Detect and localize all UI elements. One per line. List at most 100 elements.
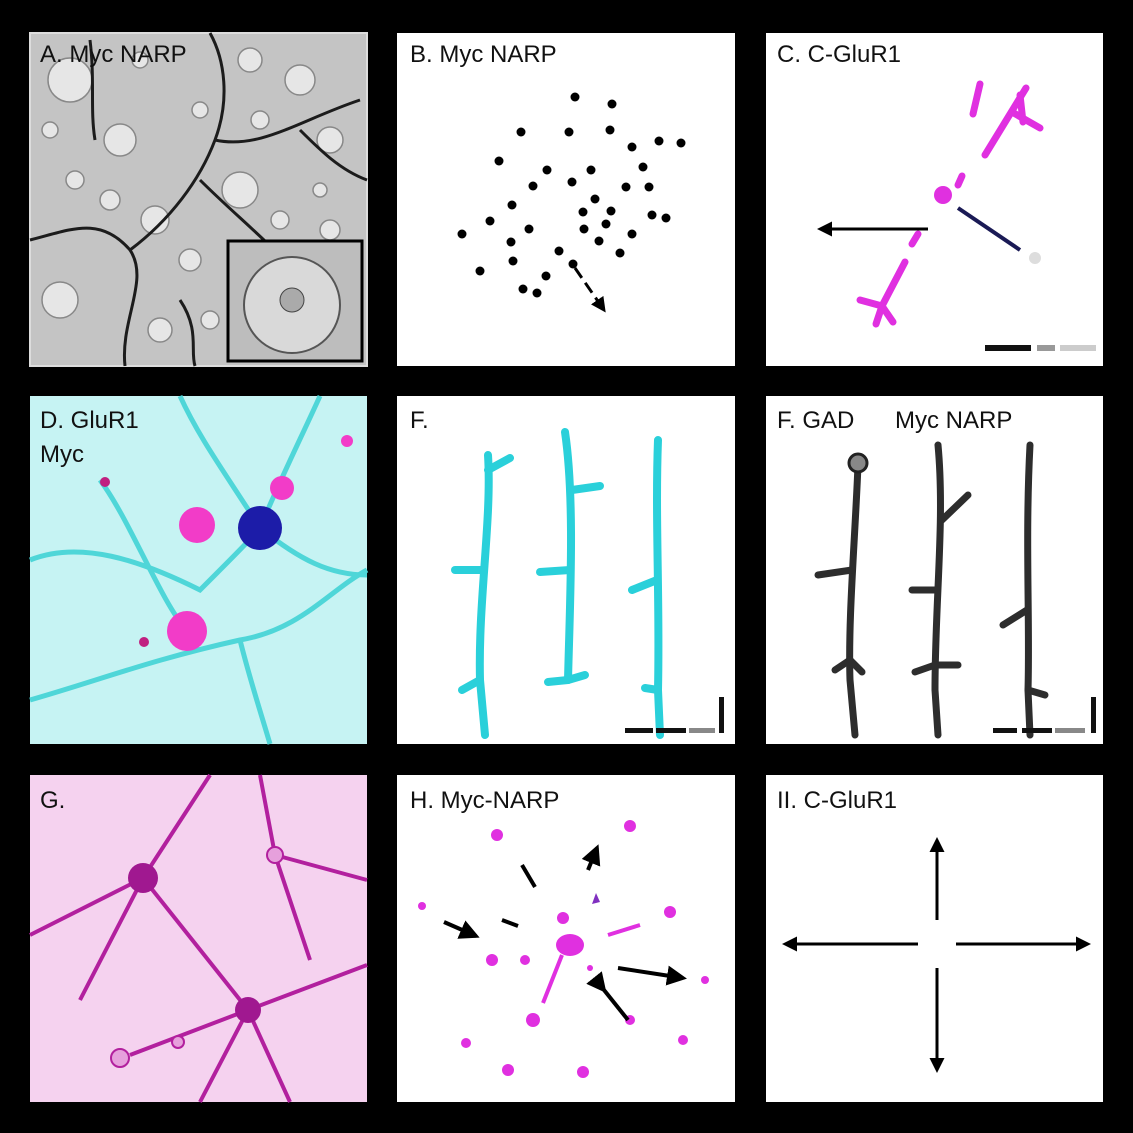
shape <box>564 127 574 137</box>
shape <box>41 281 79 319</box>
panel-a: A. Myc NARP <box>29 32 368 367</box>
shape <box>518 284 528 294</box>
shape <box>999 606 1031 629</box>
shape <box>341 435 353 447</box>
group <box>29 773 368 1103</box>
shape <box>556 934 584 956</box>
shape <box>141 876 250 1012</box>
shape <box>541 954 564 1004</box>
shape <box>273 854 312 961</box>
shape <box>661 213 671 223</box>
shape <box>557 912 569 924</box>
shape <box>567 177 577 187</box>
shape <box>1016 91 1027 126</box>
shape <box>131 51 149 69</box>
shape <box>171 1035 185 1049</box>
group <box>41 47 344 343</box>
shape <box>1024 441 1034 739</box>
shape <box>856 296 886 310</box>
shape <box>178 299 197 367</box>
shape <box>221 171 259 209</box>
group <box>443 844 687 1022</box>
shape <box>41 121 59 139</box>
shape <box>270 476 294 500</box>
shape <box>578 207 588 217</box>
shape <box>719 697 724 733</box>
shape <box>579 224 589 234</box>
shape <box>520 863 537 889</box>
panel-label: G. <box>40 787 65 814</box>
panel-label: B. Myc NARP <box>410 41 557 68</box>
shape <box>506 237 516 247</box>
shape <box>507 200 517 210</box>
shape <box>577 1066 589 1078</box>
shape <box>678 1035 688 1045</box>
shape <box>621 182 631 192</box>
shape <box>141 773 212 880</box>
shape <box>1091 697 1096 733</box>
shape <box>247 963 368 1012</box>
shape <box>29 526 262 594</box>
shape <box>638 162 648 172</box>
shape <box>397 33 735 366</box>
shape <box>911 661 939 676</box>
shape <box>647 210 657 220</box>
shape <box>516 127 526 137</box>
shape <box>178 248 202 272</box>
shape <box>653 436 664 739</box>
group <box>457 92 686 298</box>
shape <box>908 230 922 248</box>
shape <box>214 98 361 144</box>
shape <box>29 226 139 367</box>
shape <box>99 189 121 211</box>
shape <box>30 396 367 744</box>
shape <box>676 138 686 148</box>
shape <box>1024 686 1049 699</box>
panel-b: B. Myc NARP <box>397 33 735 366</box>
shape <box>993 728 1017 733</box>
shape <box>814 566 856 579</box>
shape <box>179 507 215 543</box>
shape <box>110 1048 130 1068</box>
shape <box>766 775 1103 1102</box>
shape <box>78 877 145 1001</box>
shape <box>594 236 604 246</box>
group <box>451 428 664 739</box>
shape <box>573 267 606 313</box>
panel-g: G. <box>29 773 368 1103</box>
shape <box>279 287 305 313</box>
shape <box>766 33 1103 366</box>
shape <box>627 229 637 239</box>
shape <box>298 128 368 182</box>
shape <box>656 728 686 733</box>
shape <box>29 876 144 937</box>
shape <box>246 1009 292 1103</box>
shape <box>590 194 600 204</box>
shape <box>1029 252 1041 264</box>
shape <box>934 186 952 204</box>
shape <box>664 906 676 918</box>
shape <box>931 441 944 739</box>
shape <box>605 125 615 135</box>
shape <box>938 491 972 524</box>
shape <box>607 923 641 937</box>
shape <box>536 566 574 576</box>
shape <box>485 216 495 226</box>
shape <box>30 775 367 1102</box>
shape <box>508 256 518 266</box>
shape <box>103 123 137 157</box>
panel-i: II. C-GluR1 <box>766 775 1103 1102</box>
shape <box>701 976 709 984</box>
shape <box>524 224 534 234</box>
group <box>418 820 709 1078</box>
shape <box>250 110 270 130</box>
shape <box>502 1064 514 1076</box>
shape <box>237 639 273 745</box>
shape <box>568 482 604 494</box>
shape <box>541 271 551 281</box>
shape <box>528 181 538 191</box>
shape <box>198 1009 250 1103</box>
shape <box>88 39 97 141</box>
shape <box>601 219 611 229</box>
shape <box>542 165 552 175</box>
